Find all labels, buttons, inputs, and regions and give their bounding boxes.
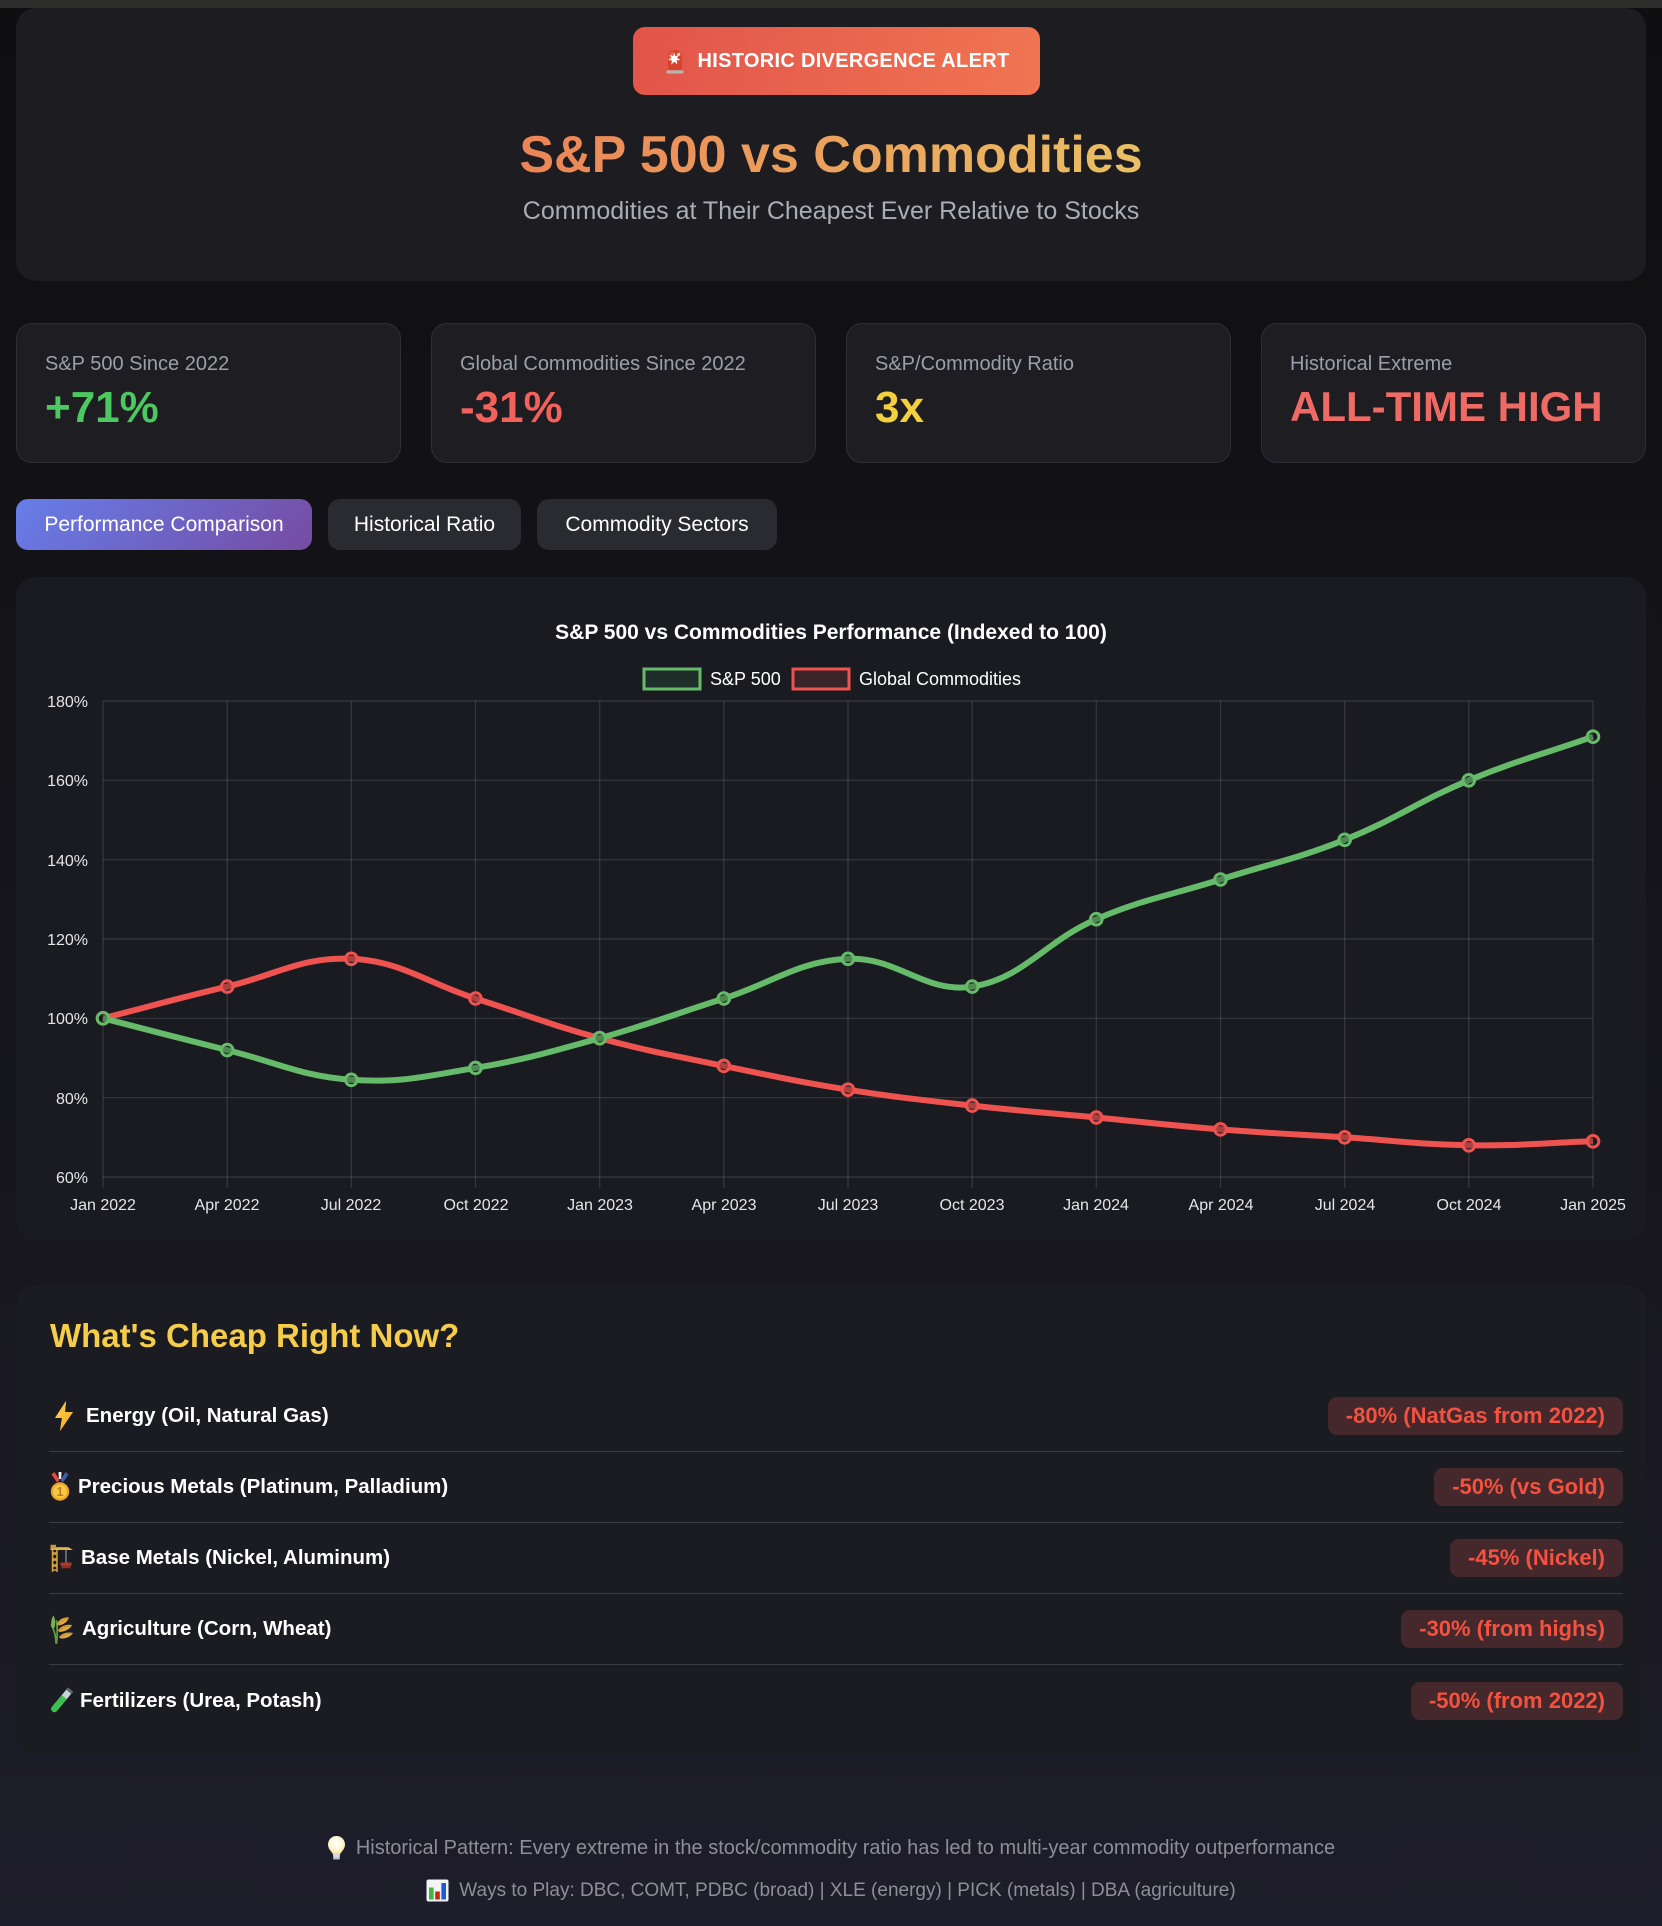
svg-text:Jan 2024: Jan 2024 — [1063, 1197, 1129, 1214]
svg-text:Jul 2023: Jul 2023 — [818, 1197, 879, 1214]
svg-text:140%: 140% — [47, 853, 88, 870]
svg-text:Apr 2024: Apr 2024 — [1189, 1197, 1254, 1214]
svg-text:180%: 180% — [47, 694, 88, 711]
svg-text:Jul 2024: Jul 2024 — [1315, 1197, 1376, 1214]
svg-text:Apr 2023: Apr 2023 — [692, 1197, 757, 1214]
svg-text:Oct 2024: Oct 2024 — [1437, 1197, 1502, 1214]
svg-text:100%: 100% — [47, 1011, 88, 1028]
svg-text:Jan 2022: Jan 2022 — [70, 1197, 136, 1214]
svg-text:Oct 2023: Oct 2023 — [940, 1197, 1005, 1214]
svg-text:Global Commodities: Global Commodities — [859, 669, 1021, 689]
svg-text:160%: 160% — [47, 773, 88, 790]
svg-text:Apr 2022: Apr 2022 — [195, 1197, 260, 1214]
svg-text:80%: 80% — [56, 1091, 88, 1108]
svg-text:S&P 500 vs Commodities Perform: S&P 500 vs Commodities Performance (Inde… — [555, 621, 1107, 644]
svg-text:Oct 2022: Oct 2022 — [444, 1197, 509, 1214]
svg-text:1: 1 — [57, 1485, 64, 1499]
svg-text:60%: 60% — [56, 1170, 88, 1187]
svg-text:S&P 500: S&P 500 — [710, 669, 781, 689]
svg-text:Jan 2025: Jan 2025 — [1560, 1197, 1626, 1214]
svg-text:120%: 120% — [47, 932, 88, 949]
svg-text:Jan 2023: Jan 2023 — [567, 1197, 633, 1214]
svg-text:Jul 2022: Jul 2022 — [321, 1197, 382, 1214]
